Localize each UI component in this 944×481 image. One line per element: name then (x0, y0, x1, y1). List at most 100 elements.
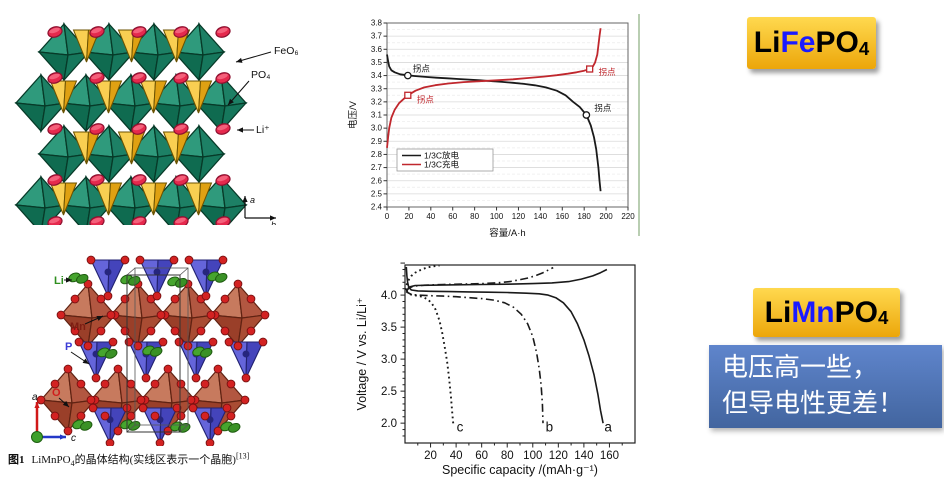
p-atom (202, 268, 210, 276)
y-tick-label: 3.0 (381, 354, 397, 366)
curve-c-discharge (405, 290, 455, 425)
li-ion (173, 72, 189, 84)
formula-prefix: Li (753, 26, 781, 59)
inflection-marker (582, 111, 591, 119)
y-tick-label: 3.5 (371, 58, 383, 67)
li-ion (89, 216, 105, 225)
li-ion-highlight (175, 175, 186, 182)
o-atom (126, 379, 136, 389)
inflection-label: 拐点 (594, 103, 612, 113)
unit-cell-edge (179, 424, 189, 433)
o-atom (86, 255, 96, 265)
curve-b-charge (405, 266, 554, 292)
o-atom (76, 379, 86, 389)
feo6-octahedron-face (153, 51, 181, 83)
o-atom (220, 294, 230, 304)
x-tick-label: 140 (534, 212, 548, 221)
callout-line2: 但导电性更差！ (722, 389, 905, 418)
x-tick-label: 100 (490, 212, 504, 221)
o-atom (138, 403, 148, 413)
li-ion (173, 216, 189, 225)
o-atom (150, 411, 160, 421)
po4-tetrahedron-face (153, 182, 168, 216)
feo6-label: FeO₆ (274, 45, 299, 57)
li-ion-highlight (49, 217, 60, 224)
feo6-octahedron-face (14, 204, 46, 225)
y-tick-label: 2.8 (371, 150, 383, 159)
o-atom (184, 255, 194, 265)
p-atom (104, 268, 112, 276)
po4-tetrahedron-face (108, 80, 123, 114)
feo6-octahedron-face (198, 51, 226, 83)
x-tick-label: 0 (385, 212, 390, 221)
o-atom (233, 279, 243, 289)
y-tick-label: 3.8 (371, 19, 383, 28)
curve-c-charge (404, 264, 440, 291)
y-tick-label: 2.5 (371, 189, 383, 198)
o-atom (150, 379, 160, 389)
li-ion (47, 72, 63, 84)
li-ion-highlight (133, 124, 144, 131)
li-atom (214, 272, 228, 283)
o-atom (170, 326, 180, 336)
x-tick-label: 200 (599, 212, 613, 221)
o-atom (196, 326, 206, 336)
li-atom-pair (220, 421, 241, 433)
li-atom-pair (120, 419, 141, 431)
o-atom (36, 395, 46, 405)
x-tick-label: 120 (512, 212, 526, 221)
y-tick-label: 3.7 (371, 32, 383, 41)
curve-1/3C充电 (386, 28, 602, 148)
o-atom (226, 379, 236, 389)
li-ion (131, 174, 147, 186)
feo6-arrow (235, 51, 272, 63)
o-atom (120, 255, 130, 265)
po4-tetrahedron-face (198, 182, 213, 216)
o-atom (96, 326, 106, 336)
image-edge-line (638, 14, 640, 236)
o-atom (136, 395, 146, 405)
y-tick-label: 3.2 (371, 97, 383, 106)
axis-ticks: 20 40 60 80 100 120 140 160 2.0 2.5 3.0 3.5 4.0 (381, 262, 623, 462)
o-atom (113, 426, 123, 436)
o-atom (106, 310, 116, 320)
o-atom (176, 411, 186, 421)
o-atom (146, 326, 156, 336)
x-tick-label: 120 (549, 450, 568, 462)
unit-cell-outline (126, 267, 189, 433)
o-atom (258, 337, 268, 347)
o-atom (70, 326, 80, 336)
o-atom (120, 326, 130, 336)
formula-metal: Fe (780, 26, 816, 59)
y-axis-title: Voltage / V vs. Li/Li⁺ (355, 298, 369, 411)
y-tick-label: 4.0 (381, 290, 397, 302)
o-atom (100, 379, 110, 389)
li-ion-highlight (217, 124, 228, 131)
o-atom (113, 364, 123, 374)
y-tick-label: 3.5 (381, 322, 397, 334)
formula-subscript: 4 (878, 307, 889, 329)
li-ion (173, 174, 189, 186)
curve-b-discharge (405, 288, 544, 424)
y-axis-title: 电压/V (347, 100, 359, 129)
po4-tetrahedron-face (95, 341, 114, 379)
y-tick-label: 2.6 (371, 176, 383, 185)
o-atom (163, 426, 173, 436)
o-atom (172, 403, 182, 413)
o-atom (83, 341, 93, 351)
legend-label: 1/3C充电 (424, 160, 459, 170)
o-atom (170, 294, 180, 304)
y-tick-label: 2.7 (371, 163, 383, 172)
o-atom (241, 373, 251, 383)
x-tick-label: 140 (574, 450, 593, 462)
li-ion (89, 123, 105, 135)
o-atom (135, 255, 145, 265)
li-ion (89, 26, 105, 38)
po4-tetrahedron-face (156, 259, 175, 297)
li-ion (173, 123, 189, 135)
li-ion-highlight (49, 175, 60, 182)
unit-cell-edge (126, 267, 136, 276)
y-tick-label: 3.0 (371, 124, 383, 133)
